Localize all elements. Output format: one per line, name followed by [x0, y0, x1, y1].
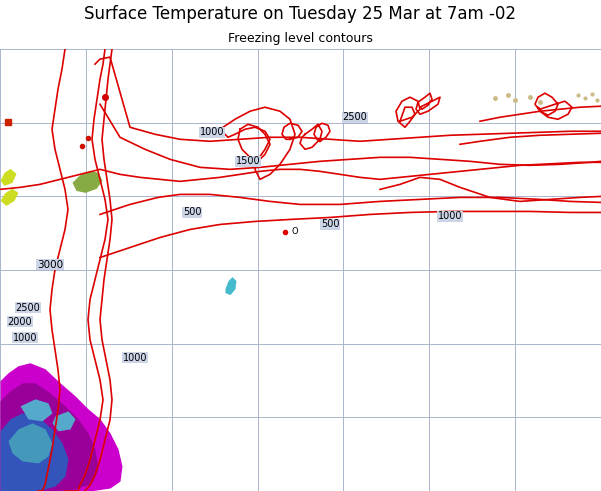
Text: 500: 500 — [183, 207, 201, 218]
Text: 1000: 1000 — [13, 333, 37, 343]
Text: 500: 500 — [321, 219, 339, 229]
Text: 3000: 3000 — [37, 260, 63, 270]
Text: 1500: 1500 — [236, 156, 260, 166]
Text: 2500: 2500 — [343, 112, 367, 122]
Text: 1000: 1000 — [200, 127, 224, 137]
Text: O: O — [292, 227, 299, 236]
Text: Freezing level contours: Freezing level contours — [228, 32, 373, 45]
Text: 2500: 2500 — [16, 302, 40, 313]
Text: 2000: 2000 — [8, 317, 32, 327]
Text: 1000: 1000 — [123, 353, 147, 363]
Text: Surface Temperature on Tuesday 25 Mar at 7am -02: Surface Temperature on Tuesday 25 Mar at… — [85, 5, 516, 23]
Text: 1000: 1000 — [438, 212, 462, 221]
